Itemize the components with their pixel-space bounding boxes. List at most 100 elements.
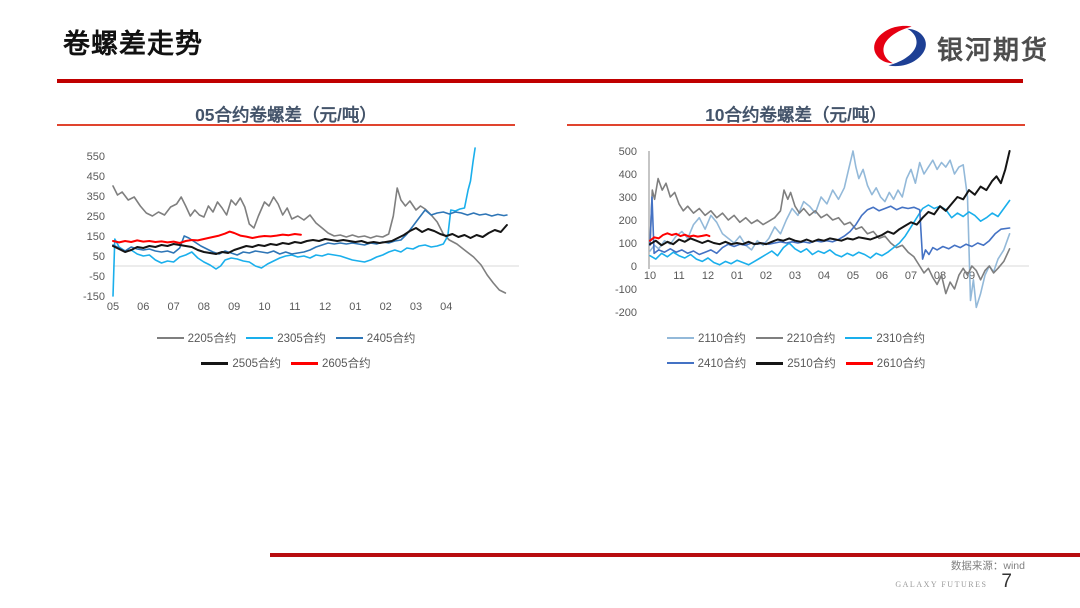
y-axis-label: -100 (615, 284, 637, 296)
legend-row: 2505合约 2605合约 (57, 355, 515, 371)
x-axis-label: 03 (410, 301, 422, 313)
logo-text: 银河期货 (937, 35, 1050, 65)
legend-item-2410合约: 2410合约 (666, 355, 746, 371)
legend-label: 2510合约 (787, 358, 836, 370)
legend-row: 2110合约 2210合约 2310合约 (567, 330, 1025, 346)
legend-line-swatch (845, 361, 873, 365)
legend-item-2305合约: 2305合约 (246, 330, 326, 346)
legend-line-swatch (156, 336, 184, 340)
y-axis-label: 400 (619, 169, 637, 181)
legend-row: 2410合约 2510合约 2610合约 (567, 355, 1025, 371)
x-axis-label: 11 (673, 270, 684, 282)
legend-item-2110合约: 2110合约 (667, 330, 746, 346)
y-axis-label: -150 (83, 291, 105, 303)
legend-line-swatch (335, 336, 363, 340)
legend-line-swatch (666, 361, 694, 365)
y-axis-label: 250 (87, 211, 105, 223)
galaxy-logo-icon (872, 24, 928, 73)
legend-item-2510合约: 2510合约 (756, 355, 836, 371)
chart-title-10: 10合约卷螺差（元/吨） (705, 105, 887, 125)
legend-label: 2605合约 (322, 358, 371, 370)
legend-label: 2505合约 (232, 358, 281, 370)
series-line-2210合约 (649, 177, 1011, 295)
y-axis-label: -50 (89, 271, 105, 283)
x-axis-label: 10 (644, 270, 656, 282)
legend-line-swatch (845, 336, 873, 340)
y-axis-label: -200 (615, 307, 637, 319)
x-axis-label: 01 (731, 270, 743, 282)
chart-title-05: 05合约卷螺差（元/吨） (195, 105, 377, 125)
line-chart-10: 500 400 300 200 100 0 -100 -200 10 11 12 01 02 03 04 05… (615, 146, 1029, 319)
legend-label: 2210合约 (786, 333, 836, 345)
series-line-2310合约 (649, 199, 1011, 266)
legend-line-swatch (755, 336, 783, 340)
page-number: 7 (1001, 571, 1012, 592)
y-axis-label: 350 (87, 191, 105, 203)
legend-item-2310合约: 2310合约 (845, 330, 925, 346)
legend-label: 2205合约 (187, 333, 237, 345)
x-axis-label: 11 (289, 301, 300, 313)
x-axis-label: 01 (349, 301, 361, 313)
legend-line-swatch (201, 361, 229, 365)
legend-05: 2205合约 2305合约 2405合约 2505合约 2605合约 (57, 330, 515, 371)
legend-label: 2110合约 (698, 333, 746, 345)
x-axis-label: 05 (847, 270, 859, 282)
legend-item-2610合约: 2610合约 (845, 355, 926, 371)
legend-label: 2310合约 (876, 333, 925, 345)
series-line-2405合约 (112, 209, 508, 256)
x-axis-label: 02 (380, 301, 392, 313)
y-axis-label: 100 (619, 238, 637, 250)
legend-item-2505合约: 2505合约 (201, 355, 281, 371)
y-axis-label: 50 (93, 251, 105, 263)
y-axis-label: 150 (87, 231, 105, 243)
x-axis-label: 03 (789, 270, 801, 282)
chart-title-underline-10 (567, 124, 1025, 126)
page-title: 卷螺差走势 (63, 29, 203, 59)
x-axis-label: 12 (702, 270, 714, 282)
legend-row: 2205合约 2305合约 2405合约 (57, 330, 515, 346)
brand-row: GALAXY FUTURES 7 (895, 571, 1012, 593)
brand-text: GALAXY FUTURES (895, 580, 988, 589)
series-line-2205合约 (112, 185, 507, 294)
series-line-2505合约 (112, 224, 508, 255)
x-axis-label: 09 (228, 301, 240, 313)
legend-item-2210合约: 2210合约 (755, 330, 836, 346)
source-note: 数据来源：wind (950, 560, 1025, 572)
legend-item-2405合约: 2405合约 (335, 330, 416, 346)
footer-bar (270, 553, 1080, 557)
galaxy-futures-logo: 银河期货 (872, 24, 1049, 73)
series-line-2410合约 (649, 196, 1011, 260)
chart-title-underline-05 (57, 124, 515, 126)
legend-item-2205合约: 2205合约 (156, 330, 237, 346)
x-axis-label: 10 (258, 301, 270, 313)
x-axis-label: 08 (198, 301, 210, 313)
y-axis-label: 500 (619, 146, 637, 158)
series-line-2110合约 (649, 150, 1011, 309)
legend-line-swatch (291, 361, 318, 365)
legend-line-swatch (246, 336, 274, 340)
series-line-2605合约 (112, 230, 302, 244)
x-axis-label: 04 (440, 301, 452, 313)
x-axis-label: 12 (319, 301, 331, 313)
x-axis-label: 06 (876, 270, 888, 282)
y-axis-label: 300 (619, 192, 637, 204)
legend-line-swatch (667, 336, 695, 340)
x-axis-label: 06 (137, 301, 149, 313)
legend-label: 2305合约 (277, 333, 326, 345)
legend-line-swatch (756, 361, 784, 365)
x-axis-label: 02 (760, 270, 772, 282)
y-axis-label: 550 (87, 151, 105, 163)
legend-label: 2610合约 (876, 358, 926, 370)
x-axis-label: 07 (167, 301, 179, 313)
series-line-2510合约 (649, 150, 1011, 247)
series-line-2305合约 (112, 147, 476, 297)
legend-label: 2405合约 (366, 333, 416, 345)
legend-10: 2110合约 2210合约 2310合约 2410合约 2510合约 2610合约 (567, 330, 1025, 371)
y-axis-label: 0 (631, 261, 637, 273)
x-axis-label: 05 (107, 301, 119, 313)
y-axis-label: 450 (87, 171, 105, 183)
x-axis-label: 07 (905, 270, 917, 282)
x-axis-label: 04 (818, 270, 830, 282)
